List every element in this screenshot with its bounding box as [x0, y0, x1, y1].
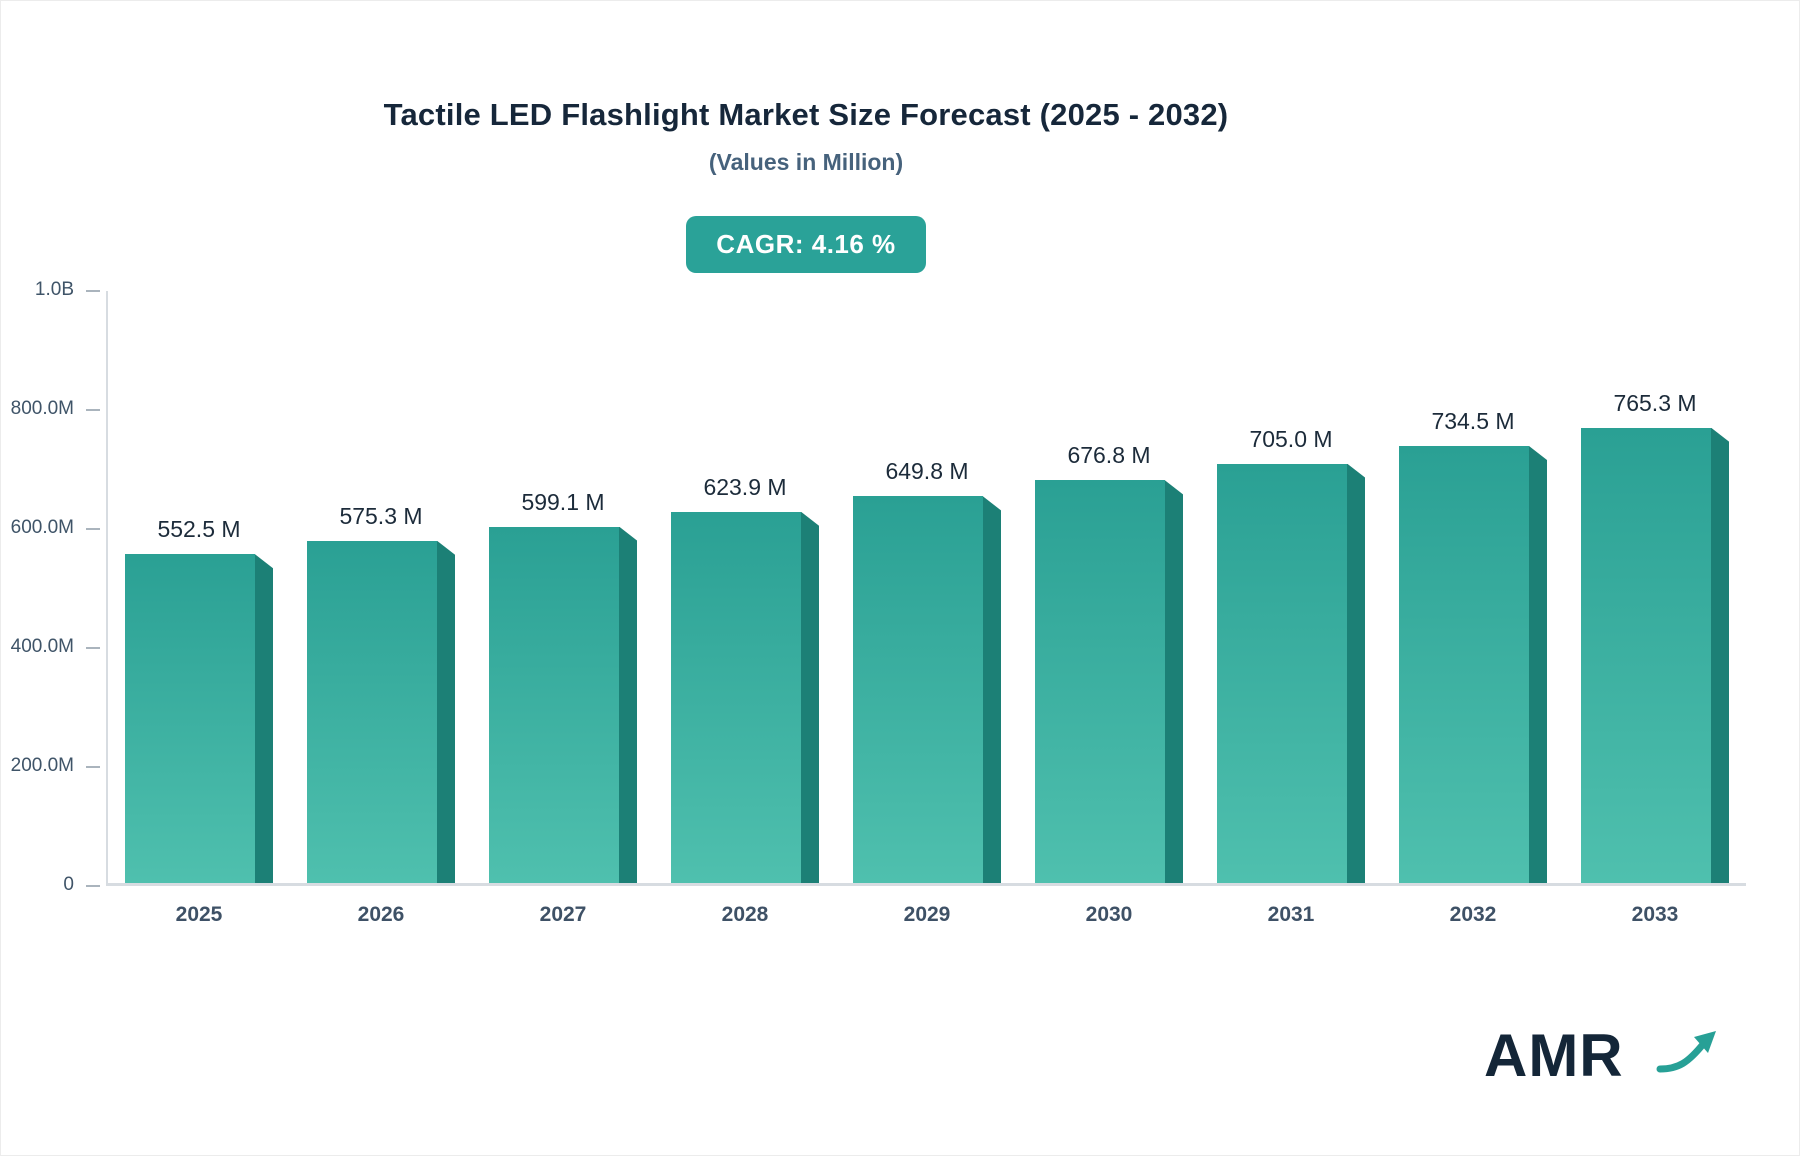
bar[interactable]: [1217, 463, 1365, 883]
bar-group: 623.9 M: [654, 474, 836, 883]
bar-group: 575.3 M: [290, 503, 472, 883]
bar-side-face: [1165, 480, 1183, 883]
bar-value-label: 575.3 M: [339, 502, 423, 529]
bar-front-face: [1035, 480, 1165, 883]
chart-title: Tactile LED Flashlight Market Size Forec…: [383, 97, 1229, 132]
bar-side-face: [255, 554, 273, 883]
x-axis-label: 2032: [1449, 903, 1497, 926]
bar-side-face: [1347, 463, 1365, 883]
x-axis-label: 2029: [903, 903, 951, 926]
bar-front-face: [307, 540, 437, 883]
x-axis-label: 2026: [357, 903, 405, 926]
y-tick-mark: [86, 766, 100, 768]
x-axis-label: 2030: [1085, 903, 1133, 926]
bar-value-label: 649.8 M: [885, 458, 969, 485]
chart-header: Tactile LED Flashlight Market Size Forec…: [1, 1, 1611, 273]
bar[interactable]: [1399, 445, 1547, 883]
bar-value-label: 734.5 M: [1431, 407, 1515, 434]
bar[interactable]: [853, 496, 1001, 883]
bar-group: 649.8 M: [836, 458, 1018, 883]
y-tick-label: 400.0M: [10, 636, 74, 657]
bar-value-label: 599.1 M: [521, 488, 605, 515]
bar-value-label: 765.3 M: [1613, 389, 1697, 416]
bar-group: 705.0 M: [1200, 426, 1382, 883]
chart-subtitle: (Values in Million): [708, 149, 904, 175]
bar-group: 765.3 M: [1564, 390, 1746, 883]
y-tick-mark: [86, 290, 100, 292]
cagr-badge: CAGR: 4.16 %: [686, 216, 926, 273]
y-tick-mark: [86, 409, 100, 411]
bar-value-label: 676.8 M: [1067, 442, 1151, 469]
y-tick-label: 600.0M: [10, 517, 74, 538]
y-tick-mark: [86, 647, 100, 649]
bar-front-face: [853, 496, 983, 883]
bar-value-label: 623.9 M: [703, 473, 787, 500]
bar-group: 599.1 M: [472, 489, 654, 883]
x-axis-label: 2028: [721, 903, 769, 926]
bar-side-face: [983, 496, 1001, 883]
x-axis-label: 2025: [175, 903, 223, 926]
bar[interactable]: [671, 511, 819, 883]
bar-side-face: [1529, 445, 1547, 883]
amr-logo-text: AMR: [1484, 1022, 1624, 1089]
y-tick-mark: [86, 528, 100, 530]
bar-group: 552.5 M: [108, 516, 290, 883]
bar-front-face: [1399, 445, 1529, 883]
bar[interactable]: [1035, 480, 1183, 883]
bar[interactable]: [1581, 427, 1729, 883]
bar-front-face: [1217, 463, 1347, 883]
y-tick-label: 1.0B: [34, 279, 74, 300]
y-tick-label: 200.0M: [10, 755, 74, 776]
bar[interactable]: [125, 554, 273, 883]
growth-arrow-icon: [1656, 1031, 1716, 1073]
bar[interactable]: [307, 540, 455, 883]
x-labels-row: 2025 2026 2027 2028 2029 2030 2031 2032 2033: [108, 903, 1746, 927]
bar-side-face: [437, 540, 455, 883]
bar-front-face: [125, 554, 255, 883]
bar-side-face: [801, 511, 819, 883]
bar-value-label: 552.5 M: [157, 516, 241, 543]
bar-front-face: [489, 526, 619, 883]
bar-group: 734.5 M: [1382, 408, 1564, 883]
y-tick-label: 800.0M: [10, 398, 74, 419]
y-tick-label: 0: [63, 874, 74, 895]
bar-front-face: [671, 511, 801, 883]
bar-front-face: [1581, 427, 1711, 883]
bar-side-face: [1711, 427, 1729, 883]
y-tick-mark: [86, 885, 100, 887]
bars-row: 552.5 M 575.3 M 599.1 M 623.9 M 649.8 M 676.8…: [108, 291, 1746, 883]
x-axis-label: 2031: [1267, 903, 1315, 926]
bar[interactable]: [489, 526, 637, 883]
bar-value-label: 705.0 M: [1249, 425, 1333, 452]
x-axis-label: 2027: [539, 903, 587, 926]
bar-side-face: [619, 526, 637, 883]
bar-group: 676.8 M: [1018, 442, 1200, 883]
x-axis-label: 2033: [1631, 903, 1679, 926]
plot-area: 552.5 M 575.3 M 599.1 M 623.9 M 649.8 M 676.8…: [11, 279, 1746, 926]
amr-logo: AMR: [1484, 1021, 1716, 1093]
